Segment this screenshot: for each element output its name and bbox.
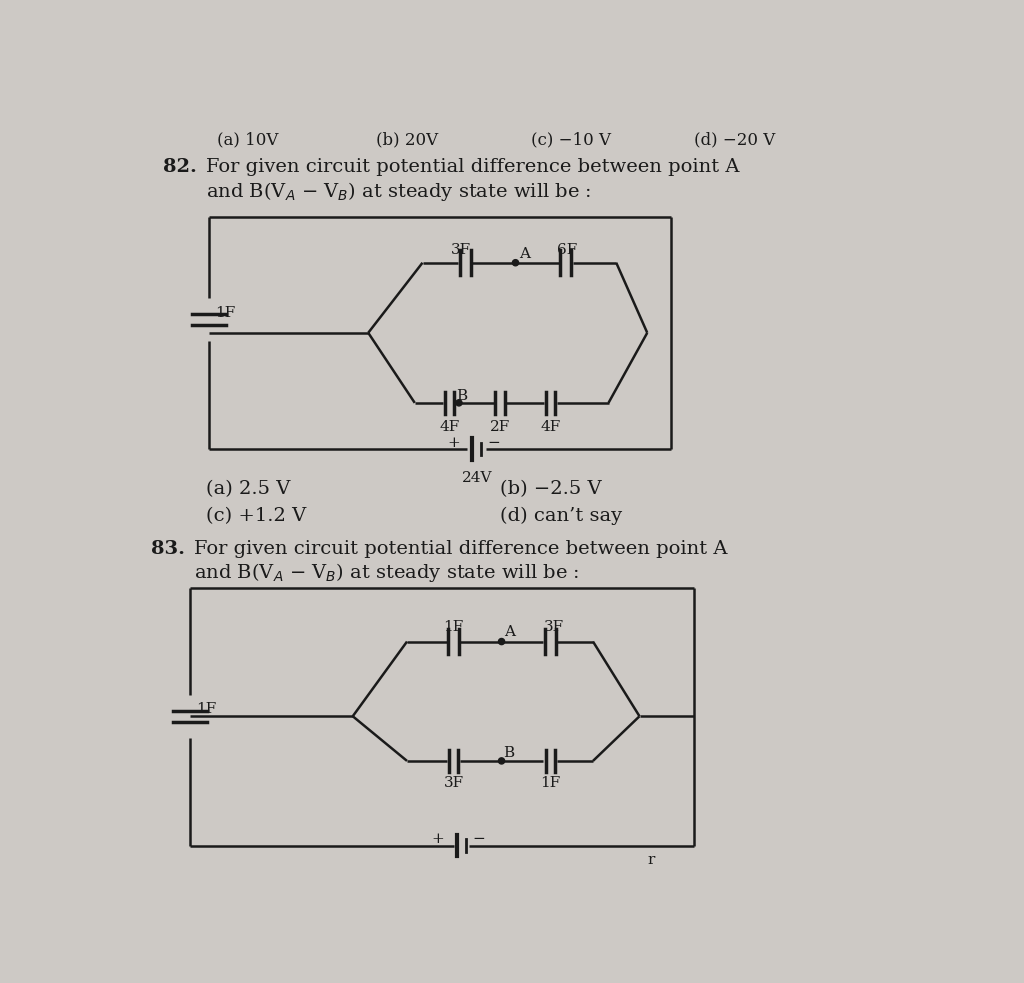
Text: (b) 20V: (b) 20V — [376, 132, 438, 148]
Text: +: + — [431, 833, 444, 846]
Text: r: r — [647, 853, 654, 867]
Text: −: − — [472, 833, 484, 846]
Circle shape — [456, 400, 462, 406]
Text: 1F: 1F — [197, 703, 216, 717]
Text: 24V: 24V — [462, 471, 492, 485]
Text: For given circuit potential difference between point A: For given circuit potential difference b… — [194, 540, 727, 558]
Text: −: − — [487, 435, 501, 450]
Text: 4F: 4F — [439, 420, 460, 434]
Text: 1F: 1F — [541, 777, 560, 790]
Text: 4F: 4F — [541, 420, 560, 434]
Text: B: B — [503, 745, 514, 760]
Text: (c) +1.2 V: (c) +1.2 V — [206, 507, 306, 525]
Text: 2F: 2F — [489, 420, 510, 434]
Text: (c) −10 V: (c) −10 V — [531, 132, 611, 148]
Text: +: + — [446, 435, 460, 450]
Circle shape — [499, 758, 505, 764]
Text: B: B — [457, 389, 468, 403]
Text: 82.: 82. — [163, 158, 197, 176]
Text: 1F: 1F — [443, 620, 464, 634]
Text: (b) −2.5 V: (b) −2.5 V — [500, 480, 602, 497]
Text: (a) 10V: (a) 10V — [217, 132, 279, 148]
Text: 3F: 3F — [544, 620, 564, 634]
Text: 3F: 3F — [452, 243, 471, 257]
Circle shape — [499, 639, 505, 645]
Text: For given circuit potential difference between point A: For given circuit potential difference b… — [206, 158, 739, 176]
Text: 83.: 83. — [152, 540, 185, 558]
Text: (d) −20 V: (d) −20 V — [693, 132, 775, 148]
Text: and B(V$_A$ − V$_B$) at steady state will be :: and B(V$_A$ − V$_B$) at steady state wil… — [194, 561, 580, 585]
Text: A: A — [519, 248, 530, 261]
Text: 3F: 3F — [443, 777, 464, 790]
Text: and B(V$_A$ − V$_B$) at steady state will be :: and B(V$_A$ − V$_B$) at steady state wil… — [206, 180, 591, 202]
Text: 6F: 6F — [557, 243, 578, 257]
Text: 1F: 1F — [216, 306, 236, 319]
Text: (a) 2.5 V: (a) 2.5 V — [206, 480, 290, 497]
Text: A: A — [504, 624, 515, 639]
Circle shape — [512, 260, 518, 265]
Text: (d) can’t say: (d) can’t say — [500, 507, 623, 525]
